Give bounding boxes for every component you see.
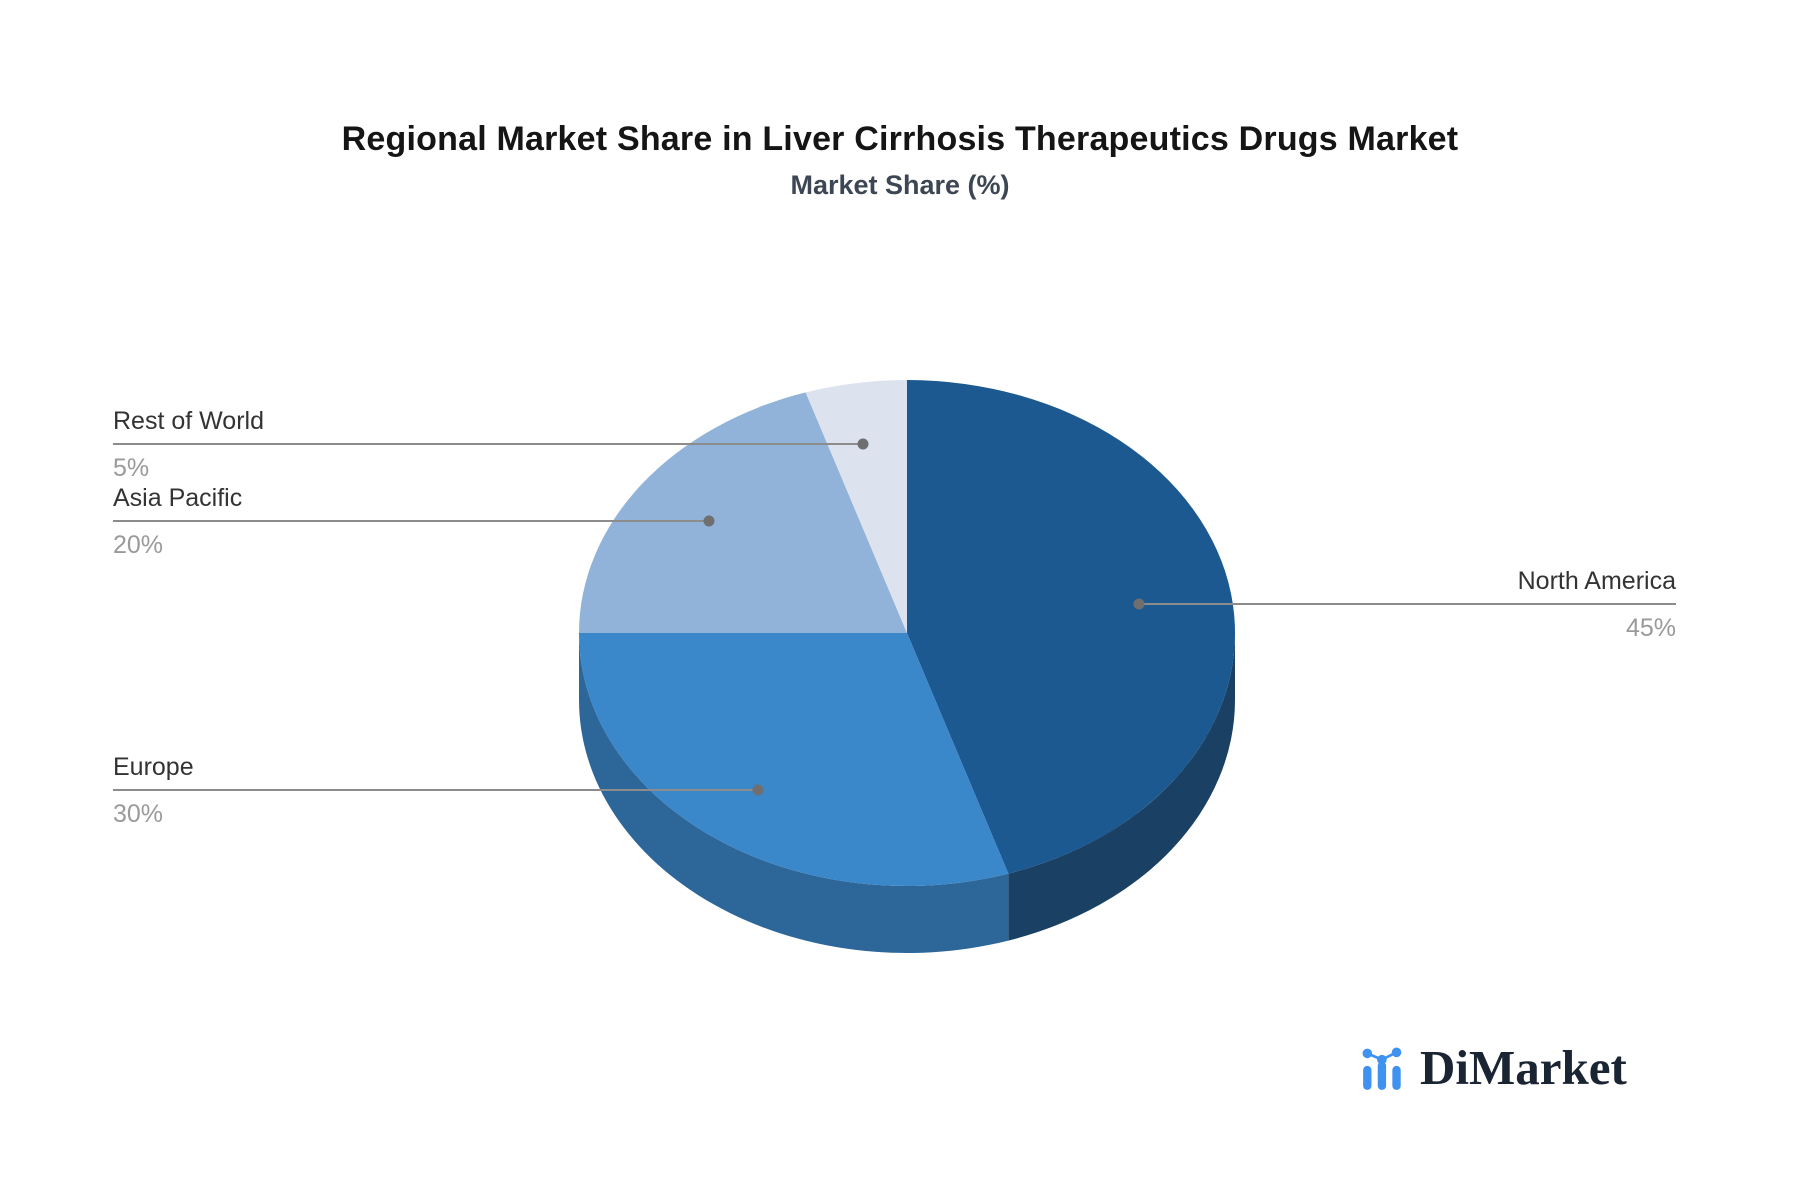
value-rest-of-world: 5% — [113, 454, 150, 482]
label-north-america: North America — [1517, 567, 1676, 595]
value-asia-pacific: 20% — [113, 531, 164, 559]
pie-slice-side-1 — [579, 633, 1009, 954]
chart-subtitle: Market Share (%) — [790, 170, 1010, 200]
pie-slice-side-0 — [1008, 633, 1235, 941]
leader-dot-1 — [752, 784, 764, 796]
pie-slice-north-america[interactable] — [907, 380, 1236, 874]
label-europe: Europe — [113, 753, 194, 781]
leader-dot-0 — [1133, 598, 1145, 610]
leader-dot-3 — [857, 438, 869, 450]
bar-line-chart-logo-icon — [1360, 1044, 1408, 1092]
callout-europe: Europe 30% — [113, 752, 194, 829]
chart-title: Regional Market Share in Liver Cirrhosis… — [341, 120, 1459, 158]
brand-name: DiMarket — [1420, 1040, 1627, 1095]
value-north-america: 45% — [1625, 614, 1676, 642]
callout-north-america: North America 45% — [1518, 566, 1676, 643]
pie-slice-europe[interactable] — [579, 633, 1009, 887]
callout-rest-of-world: Rest of World 5% — [113, 406, 264, 483]
leader-dot-2 — [703, 515, 715, 527]
pie-slice-asia-pacific[interactable] — [579, 392, 907, 633]
label-rest-of-world: Rest of World — [113, 407, 264, 435]
callout-asia-pacific: Asia Pacific 20% — [113, 483, 242, 560]
value-europe: 30% — [113, 800, 164, 828]
label-asia-pacific: Asia Pacific — [113, 484, 243, 512]
brand-watermark: DiMarket — [1360, 1040, 1627, 1096]
